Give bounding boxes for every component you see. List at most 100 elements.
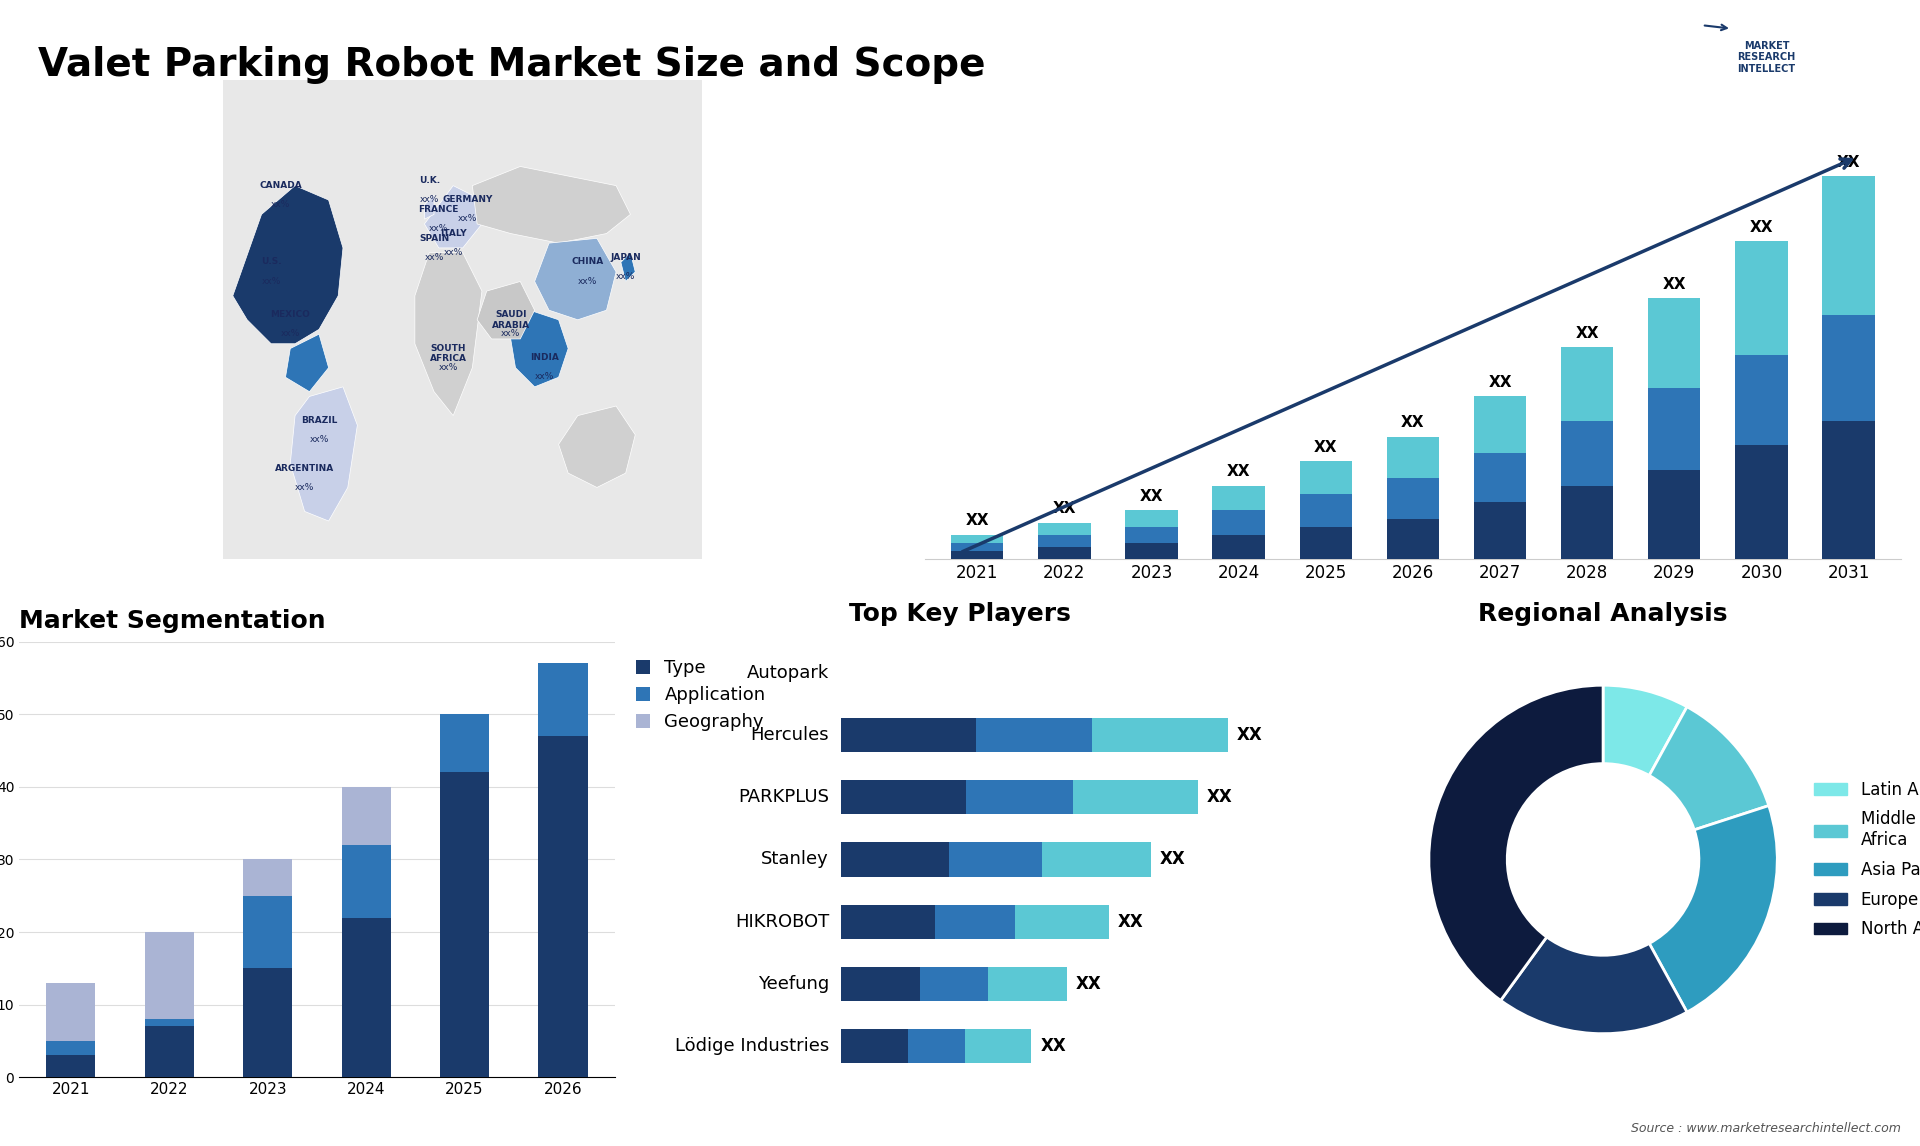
Polygon shape	[559, 406, 636, 487]
Bar	[841, 967, 920, 1000]
Bar	[538, 736, 588, 1077]
Bar	[1647, 388, 1701, 470]
Text: XX: XX	[1576, 325, 1599, 340]
Bar	[841, 842, 948, 877]
Text: GERMANY: GERMANY	[442, 195, 493, 204]
Text: SPAIN: SPAIN	[419, 234, 449, 243]
Bar	[1475, 502, 1526, 559]
Bar	[1561, 421, 1613, 486]
Text: xx%: xx%	[578, 276, 597, 285]
Text: XX: XX	[1236, 727, 1263, 744]
Polygon shape	[478, 282, 534, 339]
Text: Market Segmentation: Market Segmentation	[19, 609, 326, 633]
Bar	[1561, 486, 1613, 559]
Bar	[841, 717, 977, 752]
Text: Stanley: Stanley	[760, 850, 829, 869]
Text: U.S.: U.S.	[261, 258, 282, 267]
Bar	[948, 842, 1043, 877]
Text: SOUTH
AFRICA: SOUTH AFRICA	[430, 344, 467, 363]
Polygon shape	[286, 335, 328, 392]
Bar	[1561, 347, 1613, 421]
Bar	[1647, 298, 1701, 388]
Bar	[1822, 421, 1874, 559]
Polygon shape	[534, 238, 616, 320]
Bar	[538, 664, 588, 736]
Text: BRAZIL: BRAZIL	[301, 416, 338, 425]
Text: XX: XX	[966, 513, 989, 528]
Text: xx%: xx%	[424, 253, 444, 261]
Text: xx%: xx%	[430, 223, 449, 233]
Text: Source : www.marketresearchintellect.com: Source : www.marketresearchintellect.com	[1630, 1122, 1901, 1135]
Bar	[1039, 523, 1091, 535]
Bar	[841, 1029, 908, 1063]
Text: xx%: xx%	[296, 482, 315, 492]
Text: xx%: xx%	[616, 272, 636, 281]
Bar	[1092, 717, 1229, 752]
Bar	[964, 1029, 1031, 1063]
Text: xx%: xx%	[420, 195, 440, 204]
Text: Hercules: Hercules	[751, 727, 829, 744]
Text: ARGENTINA: ARGENTINA	[275, 463, 334, 472]
Text: XX: XX	[1052, 501, 1075, 516]
Bar	[46, 1041, 96, 1055]
Text: U.K.: U.K.	[419, 176, 440, 185]
Wedge shape	[1501, 937, 1688, 1034]
Text: XX: XX	[1749, 220, 1774, 235]
Bar	[1125, 543, 1177, 559]
Bar	[144, 1027, 194, 1077]
Text: XX: XX	[1140, 489, 1164, 504]
Text: XX: XX	[1488, 375, 1511, 390]
Text: CANADA: CANADA	[259, 181, 301, 190]
Polygon shape	[415, 253, 482, 416]
Text: XX: XX	[1041, 1037, 1066, 1055]
Text: Lödige Industries: Lödige Industries	[674, 1037, 829, 1055]
Bar	[1736, 445, 1788, 559]
Text: xx%: xx%	[438, 363, 459, 372]
Bar	[1213, 535, 1265, 559]
Polygon shape	[424, 195, 434, 219]
Bar	[1300, 527, 1352, 559]
Polygon shape	[232, 186, 344, 344]
Text: xx%: xx%	[444, 248, 463, 257]
Bar	[1300, 462, 1352, 494]
Bar	[342, 787, 392, 845]
Bar	[1822, 315, 1874, 421]
Bar	[46, 983, 96, 1041]
Bar	[144, 932, 194, 1019]
Text: ITALY: ITALY	[440, 229, 467, 237]
Bar	[1125, 527, 1177, 543]
Bar	[244, 860, 292, 896]
Text: xx%: xx%	[534, 372, 553, 382]
Bar	[1213, 510, 1265, 535]
Polygon shape	[511, 311, 568, 387]
Text: XX: XX	[1208, 788, 1233, 807]
Bar	[1736, 355, 1788, 445]
Bar	[1736, 242, 1788, 355]
Bar	[1386, 437, 1438, 478]
Bar	[966, 780, 1073, 815]
Bar	[440, 714, 490, 772]
Text: XX: XX	[1313, 440, 1338, 455]
Bar	[1647, 470, 1701, 559]
Bar	[1822, 176, 1874, 315]
Polygon shape	[620, 253, 636, 282]
Bar	[908, 1029, 964, 1063]
Text: PARKPLUS: PARKPLUS	[737, 788, 829, 807]
Bar	[950, 551, 1004, 559]
Bar	[1125, 510, 1177, 527]
Bar	[1073, 780, 1198, 815]
Text: XX: XX	[1160, 850, 1185, 869]
Bar	[440, 772, 490, 1077]
Bar	[841, 780, 966, 815]
Bar	[342, 845, 392, 918]
Text: SAUDI
ARABIA: SAUDI ARABIA	[492, 311, 530, 330]
Text: XX: XX	[1663, 277, 1686, 292]
Bar	[1016, 904, 1110, 939]
Legend: Type, Application, Geography: Type, Application, Geography	[636, 659, 766, 731]
Bar	[1475, 397, 1526, 454]
Bar	[244, 896, 292, 968]
Text: xx%: xx%	[457, 214, 478, 223]
Bar	[1213, 486, 1265, 510]
Text: Yeefung: Yeefung	[758, 975, 829, 992]
Text: MEXICO: MEXICO	[271, 311, 311, 320]
